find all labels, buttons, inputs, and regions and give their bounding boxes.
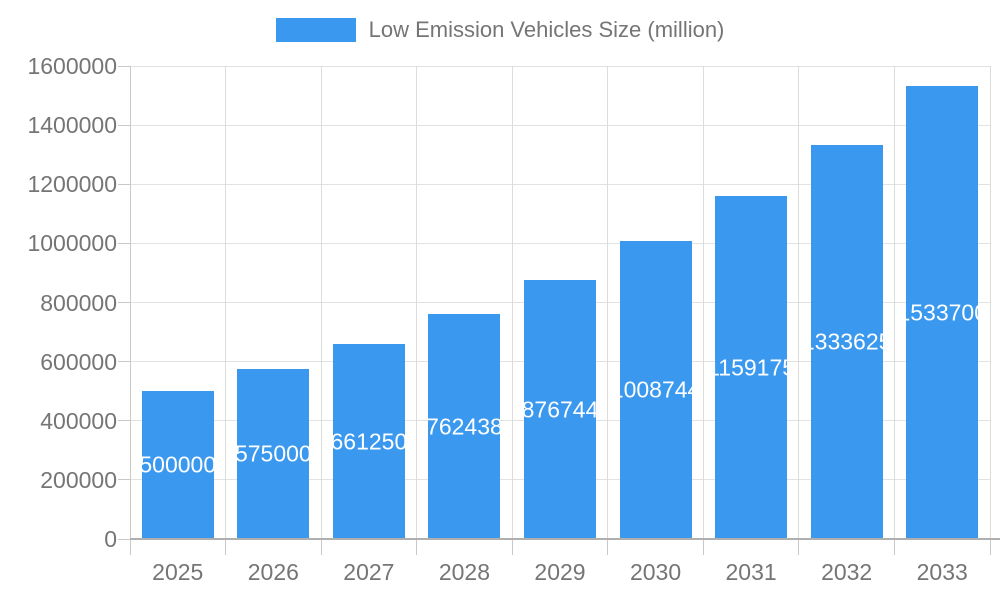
x-axis-tick [416, 539, 418, 555]
bar-2025[interactable]: 500000 [141, 391, 214, 539]
x-tick-label: 2031 [725, 559, 777, 585]
bar-2026[interactable]: 575000 [237, 369, 310, 539]
y-axis-tick [118, 538, 130, 540]
y-axis-tick [118, 302, 130, 303]
y-tick-label: 1000000 [27, 230, 117, 257]
y-axis-tick [118, 361, 130, 363]
y-gridline [130, 65, 990, 67]
y-axis-tick [118, 183, 130, 185]
x-axis-tick [893, 539, 895, 555]
x-tick-label: 2028 [438, 559, 491, 585]
x-tick-label: 2032 [821, 559, 873, 585]
legend-swatch [275, 18, 356, 42]
bar-2032[interactable]: 1333625 [810, 145, 883, 539]
legend-label: Low Emission Vehicles Size (million) [368, 17, 725, 42]
x-axis-tick [320, 539, 322, 555]
x-tick-label: 2027 [343, 559, 395, 585]
y-tick-label: 1600000 [27, 53, 117, 79]
bar-2031[interactable]: 1159175 [715, 196, 788, 539]
y-axis-tick [118, 420, 130, 422]
x-tick-label: 2033 [916, 559, 968, 585]
y-tick-label: 600000 [40, 348, 117, 375]
x-gridline [511, 66, 513, 539]
x-axis-tick [702, 539, 704, 555]
x-gridline [702, 66, 704, 539]
x-tick-label: 2029 [534, 559, 586, 585]
x-gridline [320, 66, 322, 539]
bar-2028[interactable]: 762438 [428, 314, 501, 539]
x-axis-line [130, 538, 1000, 540]
y-tick-label: 200000 [40, 466, 117, 493]
y-gridline [130, 124, 990, 126]
bar-value-label: 1333625 [811, 328, 883, 355]
x-gridline [416, 66, 418, 539]
bar-2027[interactable]: 661250 [332, 344, 405, 539]
x-axis-tick [798, 539, 800, 555]
x-gridline [989, 66, 991, 539]
x-gridline [893, 66, 895, 539]
y-axis-tick [118, 479, 130, 481]
bar-value-label: 1008744 [620, 376, 692, 403]
y-gridline [130, 183, 990, 185]
x-axis-tick [989, 539, 991, 555]
x-tick-label: 2030 [629, 559, 682, 585]
x-axis-tick [129, 539, 131, 555]
y-axis-line [129, 66, 131, 539]
bar-value-label: 762438 [428, 413, 501, 439]
x-gridline [225, 66, 227, 539]
y-gridline [130, 242, 990, 244]
chart-legend[interactable]: Low Emission Vehicles Size (million) [0, 17, 1000, 43]
plot-area: 500000 575000 661250 762438 876744 1008744 115… [129, 65, 991, 555]
bar-2033[interactable]: 1533700 [906, 86, 979, 539]
y-tick-label: 1400000 [27, 112, 117, 139]
bar-value-label: 661250 [332, 428, 405, 454]
bar-value-label: 876744 [524, 396, 596, 422]
x-axis-tick [225, 539, 227, 555]
y-tick-label: 0 [104, 526, 117, 552]
y-tick-label: 1200000 [27, 171, 117, 198]
x-axis-tick [511, 539, 513, 555]
x-tick-label: 2025 [152, 559, 204, 585]
y-axis-tick [118, 65, 130, 67]
y-tick-label: 400000 [40, 407, 117, 434]
bar-2030[interactable]: 1008744 [619, 241, 692, 539]
x-tick-label: 2026 [247, 559, 299, 585]
y-axis-tick [118, 242, 130, 244]
bar-value-label: 500000 [141, 451, 214, 478]
bar-2029[interactable]: 876744 [524, 280, 596, 539]
bar-value-label: 575000 [237, 440, 310, 467]
y-tick-label: 800000 [40, 289, 117, 316]
x-axis-tick [607, 539, 609, 555]
y-axis-tick [118, 124, 130, 126]
bar-value-label: 1159175 [715, 354, 787, 380]
x-gridline [607, 66, 609, 539]
bar-value-label: 1533700 [906, 299, 978, 325]
x-gridline [798, 66, 800, 539]
